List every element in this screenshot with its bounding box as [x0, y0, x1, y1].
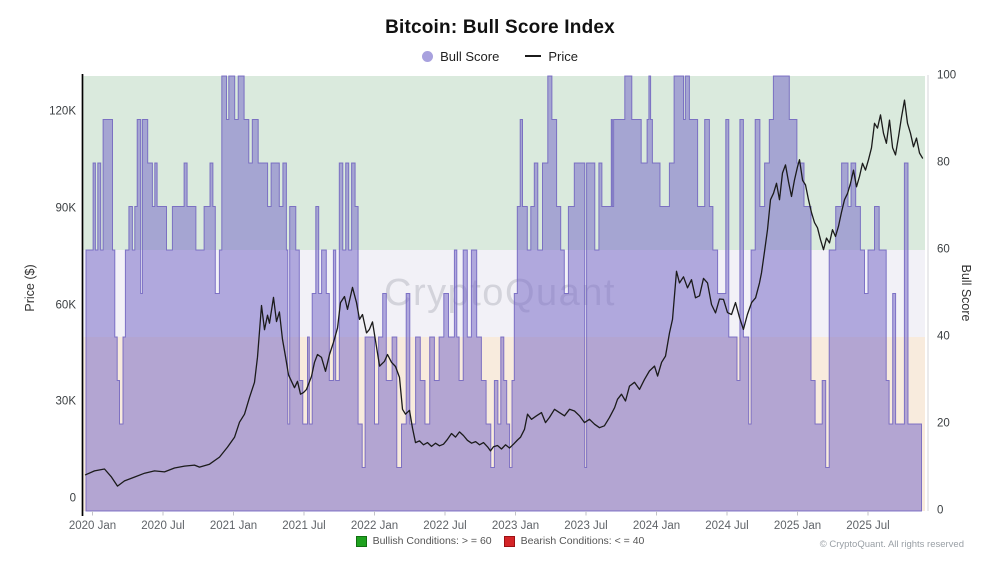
score-axis-tick-label: 20: [937, 417, 950, 430]
bearish-legend-swatch-icon: [503, 535, 515, 547]
bull-score-legend-marker-icon: [422, 50, 434, 62]
x-axis-tick-label: 2023 Jul: [564, 520, 608, 532]
bull-score-legend-label: Bull Score: [440, 48, 500, 64]
x-axis-tick-label: 2025 Jan: [773, 520, 822, 532]
price-legend-item[interactable]: Price: [525, 49, 578, 64]
price-line: [84, 99, 924, 487]
x-axis-tick-label: 2024 Jan: [632, 520, 681, 532]
price-axis-tick-label: 60K: [55, 298, 76, 311]
copyright-notice: © CryptoQuant. All rights reserved: [819, 539, 964, 550]
price-legend-marker-icon: [525, 54, 542, 58]
x-axis-tick-label: 2022 Jan: [350, 520, 399, 532]
price-axis-tick-label: 90K: [55, 202, 76, 214]
chart-title: Bitcoin: Bull Score Index: [385, 17, 615, 38]
bull-score-area: [85, 75, 922, 512]
bullish-condition-label: Bullish Conditions: > = 60: [372, 535, 492, 547]
x-axis-tick-label: 2020 Jul: [141, 520, 185, 532]
score-axis-tick-label: 0: [937, 504, 944, 517]
price-legend-label: Price: [548, 48, 578, 64]
score-axis-tick-label: 80: [937, 156, 950, 169]
x-axis-tick-label: 2024 Jul: [705, 520, 749, 532]
left-axis-title: Price ($): [23, 264, 37, 312]
chart-legend: Bull Score Price: [0, 49, 1000, 64]
score-axis-tick-label: 40: [937, 330, 950, 343]
price-axis-tick-label: 0: [69, 492, 76, 505]
bearish-condition-item: Bearish Conditions: < = 40: [503, 535, 645, 547]
x-axis-tick-label: 2025 Jul: [846, 520, 890, 532]
bullish-legend-swatch-icon: [355, 535, 367, 547]
bullish-condition-item: Bullish Conditions: > = 60: [355, 535, 492, 547]
conditions-legend: Bullish Conditions: > = 60 Bearish Condi…: [0, 535, 1000, 547]
x-axis-tick-label: 2022 Jul: [423, 520, 467, 532]
x-axis-tick-label: 2021 Jul: [282, 520, 326, 532]
right-axis-title: Bull Score: [959, 264, 973, 322]
score-axis-tick-label: 100: [937, 69, 957, 82]
x-axis-tick-label: 2021 Jan: [209, 520, 258, 532]
score-axis-tick-label: 60: [937, 243, 950, 256]
price-axis-tick-label: 120K: [49, 105, 76, 118]
bearish-condition-label: Bearish Conditions: < = 40: [520, 535, 645, 547]
x-axis-tick-label: 2023 Jan: [491, 520, 540, 532]
x-axis-tick-label: 2020 Jan: [68, 520, 117, 532]
price-axis-tick-label: 30K: [55, 395, 76, 408]
bull-score-legend-item[interactable]: Bull Score: [422, 49, 499, 64]
